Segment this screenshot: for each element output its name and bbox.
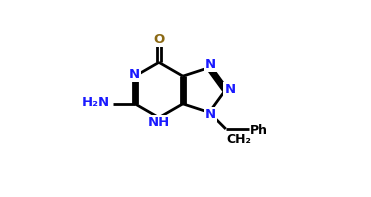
Text: N: N bbox=[205, 58, 216, 71]
Text: CH₂: CH₂ bbox=[227, 133, 252, 146]
Text: N: N bbox=[205, 108, 216, 121]
Text: O: O bbox=[153, 33, 164, 46]
Text: N: N bbox=[128, 68, 139, 81]
Text: N: N bbox=[224, 83, 236, 96]
Text: Ph: Ph bbox=[250, 124, 268, 137]
Text: NH: NH bbox=[148, 116, 170, 129]
Text: H₂N: H₂N bbox=[82, 96, 110, 109]
